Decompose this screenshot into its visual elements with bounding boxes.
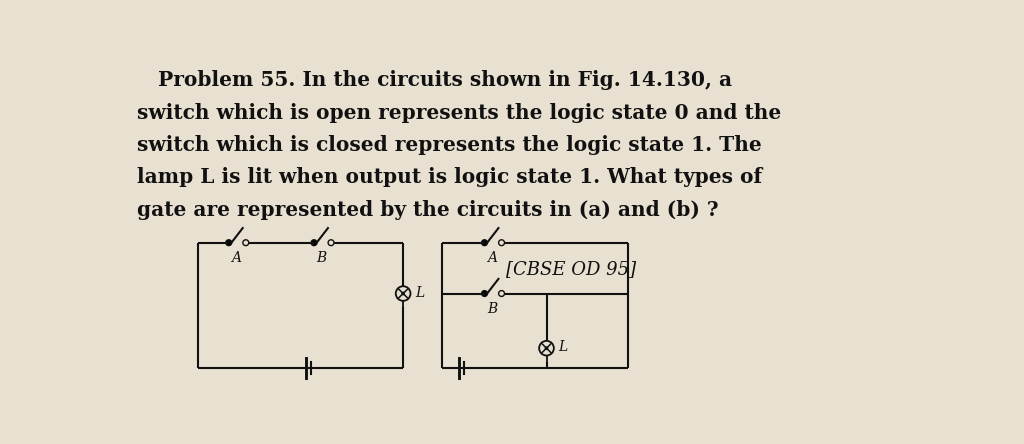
Circle shape: [481, 240, 487, 246]
Text: switch which is closed represents the logic state 1. The: switch which is closed represents the lo…: [137, 135, 762, 155]
Text: A: A: [231, 251, 242, 265]
Text: [CBSE OD 95]: [CBSE OD 95]: [506, 261, 636, 278]
Text: lamp L is lit when output is logic state 1. What types of: lamp L is lit when output is logic state…: [137, 167, 763, 187]
Circle shape: [481, 290, 487, 297]
Text: B: B: [487, 302, 498, 316]
Text: switch which is open represents the logic state 0 and the: switch which is open represents the logi…: [137, 103, 781, 123]
Text: gate are represented by the circuits in (a) and (b) ?: gate are represented by the circuits in …: [137, 200, 719, 220]
Circle shape: [402, 292, 404, 295]
Circle shape: [311, 240, 317, 246]
Text: Problem 55. In the circuits shown in Fig. 14.130, a: Problem 55. In the circuits shown in Fig…: [137, 70, 732, 90]
Text: L: L: [558, 341, 567, 354]
Text: B: B: [316, 251, 327, 265]
Text: A: A: [487, 251, 498, 265]
Circle shape: [546, 347, 548, 349]
Text: L: L: [415, 286, 424, 300]
Circle shape: [226, 240, 231, 246]
